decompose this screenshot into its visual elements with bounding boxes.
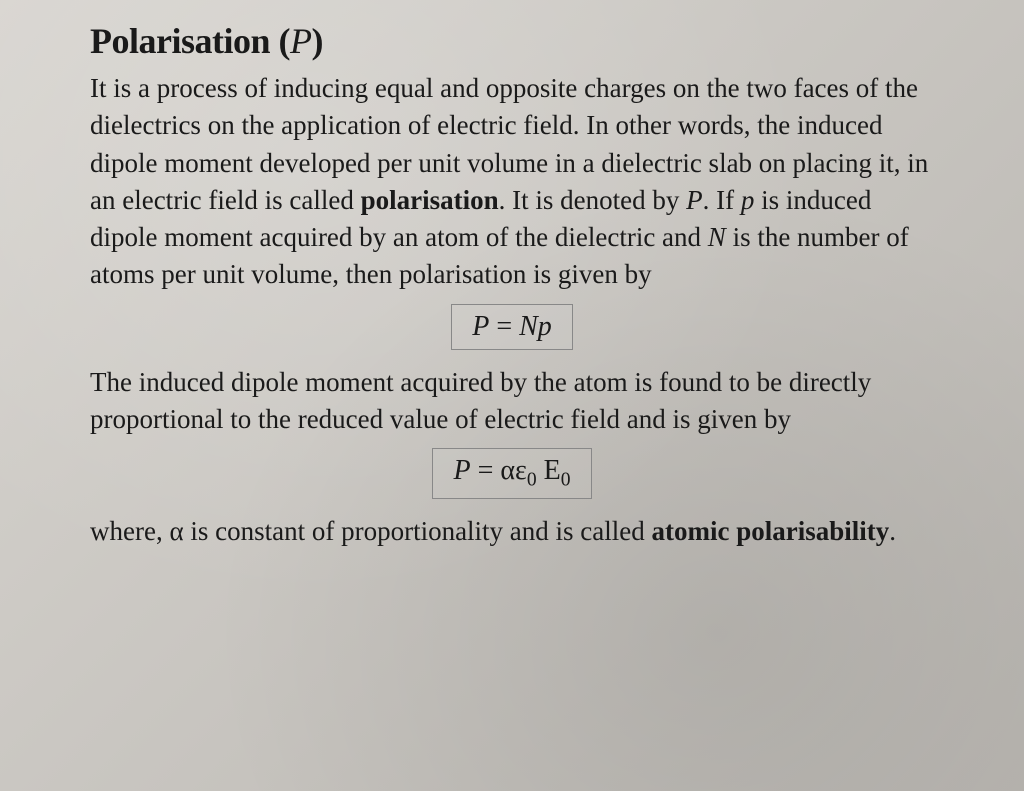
p1-italic-N: N	[708, 222, 726, 252]
formula1-lhs: P	[472, 311, 489, 342]
p1-part-4: . If	[703, 185, 741, 215]
formula2-sub0a: 0	[527, 470, 537, 491]
paragraph-2: The induced dipole moment acquired by th…	[90, 364, 934, 439]
formula-1: P = Np	[451, 304, 573, 350]
p1-part-2: . It is denoted by	[499, 185, 686, 215]
formula1-p: p	[538, 311, 552, 342]
formula2-alpha: α	[500, 455, 515, 486]
formula2-eps: ε	[515, 455, 527, 486]
section-heading: Polarisation (P)	[90, 20, 934, 62]
p1-italic-P: P	[686, 185, 703, 215]
formula1-N: N	[519, 311, 538, 342]
formula2-E: E	[544, 455, 561, 486]
p1-italic-p: p	[741, 185, 755, 215]
document-content: Polarisation (P) It is a process of indu…	[90, 20, 934, 550]
formula-2: P = αε0 E0	[432, 448, 591, 499]
formula2-space	[537, 455, 544, 486]
paragraph-1: It is a process of inducing equal and op…	[90, 70, 934, 294]
p3-part-0: where, α is constant of proportionality …	[90, 516, 652, 546]
heading-prefix: Polarisation	[90, 21, 279, 61]
heading-symbol: P	[290, 21, 312, 61]
heading-paren-open: (	[279, 21, 291, 61]
formula2-eq: =	[471, 455, 501, 486]
heading-paren-close: )	[312, 21, 324, 61]
p3-part-2: .	[889, 516, 896, 546]
formula2-lhs: P	[453, 455, 470, 486]
paragraph-3: where, α is constant of proportionality …	[90, 513, 934, 550]
formula1-eq: =	[489, 311, 519, 342]
formula-1-wrapper: P = Np	[90, 300, 934, 354]
p3-bold-term: atomic polarisability	[652, 516, 890, 546]
p1-bold-polarisation: polarisation	[361, 185, 499, 215]
formula2-sub0b: 0	[561, 470, 571, 491]
formula-2-wrapper: P = αε0 E0	[90, 444, 934, 503]
